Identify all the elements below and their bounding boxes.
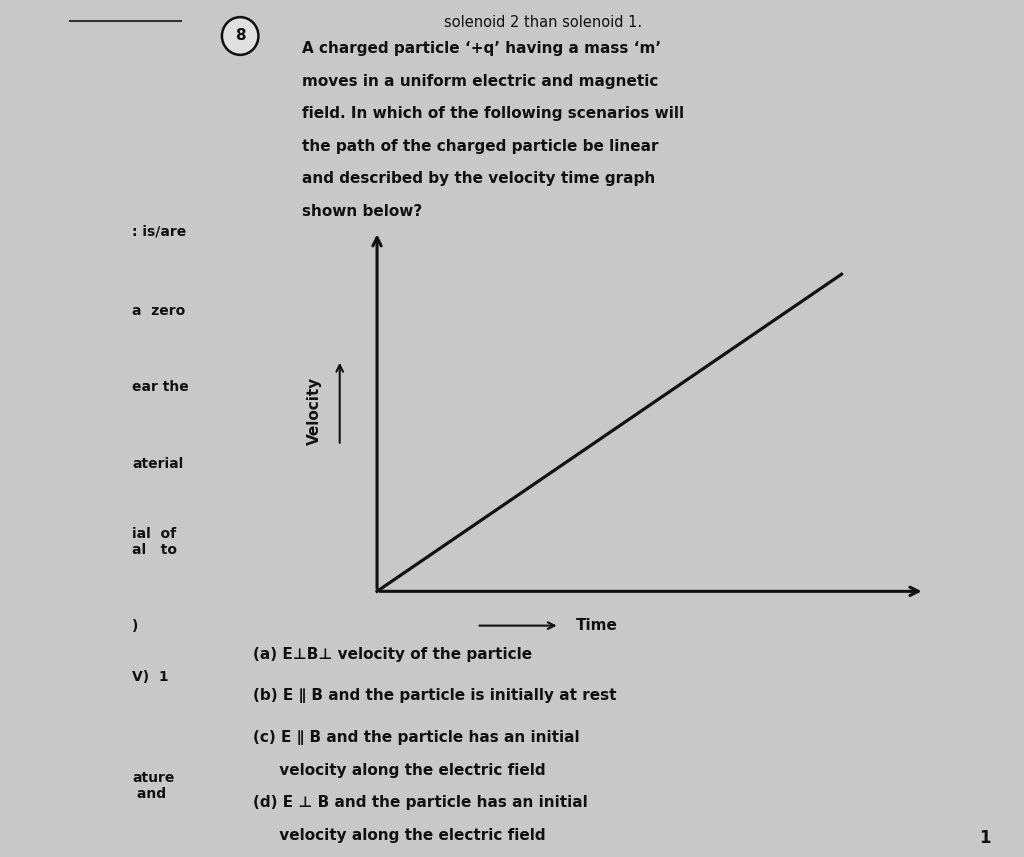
Text: moves in a uniform electric and magnetic: moves in a uniform electric and magnetic (302, 74, 658, 89)
Text: : is/are: : is/are (132, 225, 186, 238)
Text: and described by the velocity time graph: and described by the velocity time graph (302, 171, 655, 187)
Text: (d) E ⊥ B and the particle has an initial: (d) E ⊥ B and the particle has an initia… (253, 795, 588, 811)
Text: (b) E ∥ B and the particle is initially at rest: (b) E ∥ B and the particle is initially … (253, 688, 616, 704)
Text: a  zero: a zero (132, 304, 185, 318)
Text: Velocity: Velocity (307, 377, 323, 446)
Circle shape (222, 17, 258, 55)
Text: the path of the charged particle be linear: the path of the charged particle be line… (302, 139, 658, 154)
Text: ature
 and: ature and (132, 770, 175, 801)
Text: ial  of
al   to: ial of al to (132, 526, 177, 557)
Text: velocity along the electric field: velocity along the electric field (253, 763, 545, 778)
Text: (a) E⊥B⊥ velocity of the particle: (a) E⊥B⊥ velocity of the particle (253, 647, 531, 662)
Text: A charged particle ‘+q’ having a mass ‘m’: A charged particle ‘+q’ having a mass ‘m… (302, 41, 662, 57)
Text: V)  1: V) 1 (132, 670, 169, 684)
Text: 8: 8 (234, 28, 246, 44)
Text: velocity along the electric field: velocity along the electric field (253, 828, 545, 843)
Text: Time: Time (577, 618, 617, 633)
Text: field. In which of the following scenarios will: field. In which of the following scenari… (302, 106, 684, 122)
Text: (c) E ∥ B and the particle has an initial: (c) E ∥ B and the particle has an initia… (253, 730, 580, 746)
Text: ear the: ear the (132, 381, 189, 394)
Text: aterial: aterial (132, 458, 183, 471)
Text: solenoid 2 than solenoid 1.: solenoid 2 than solenoid 1. (443, 15, 642, 31)
Text: ): ) (132, 619, 138, 632)
Text: shown below?: shown below? (302, 204, 423, 219)
Text: 1: 1 (979, 829, 991, 847)
